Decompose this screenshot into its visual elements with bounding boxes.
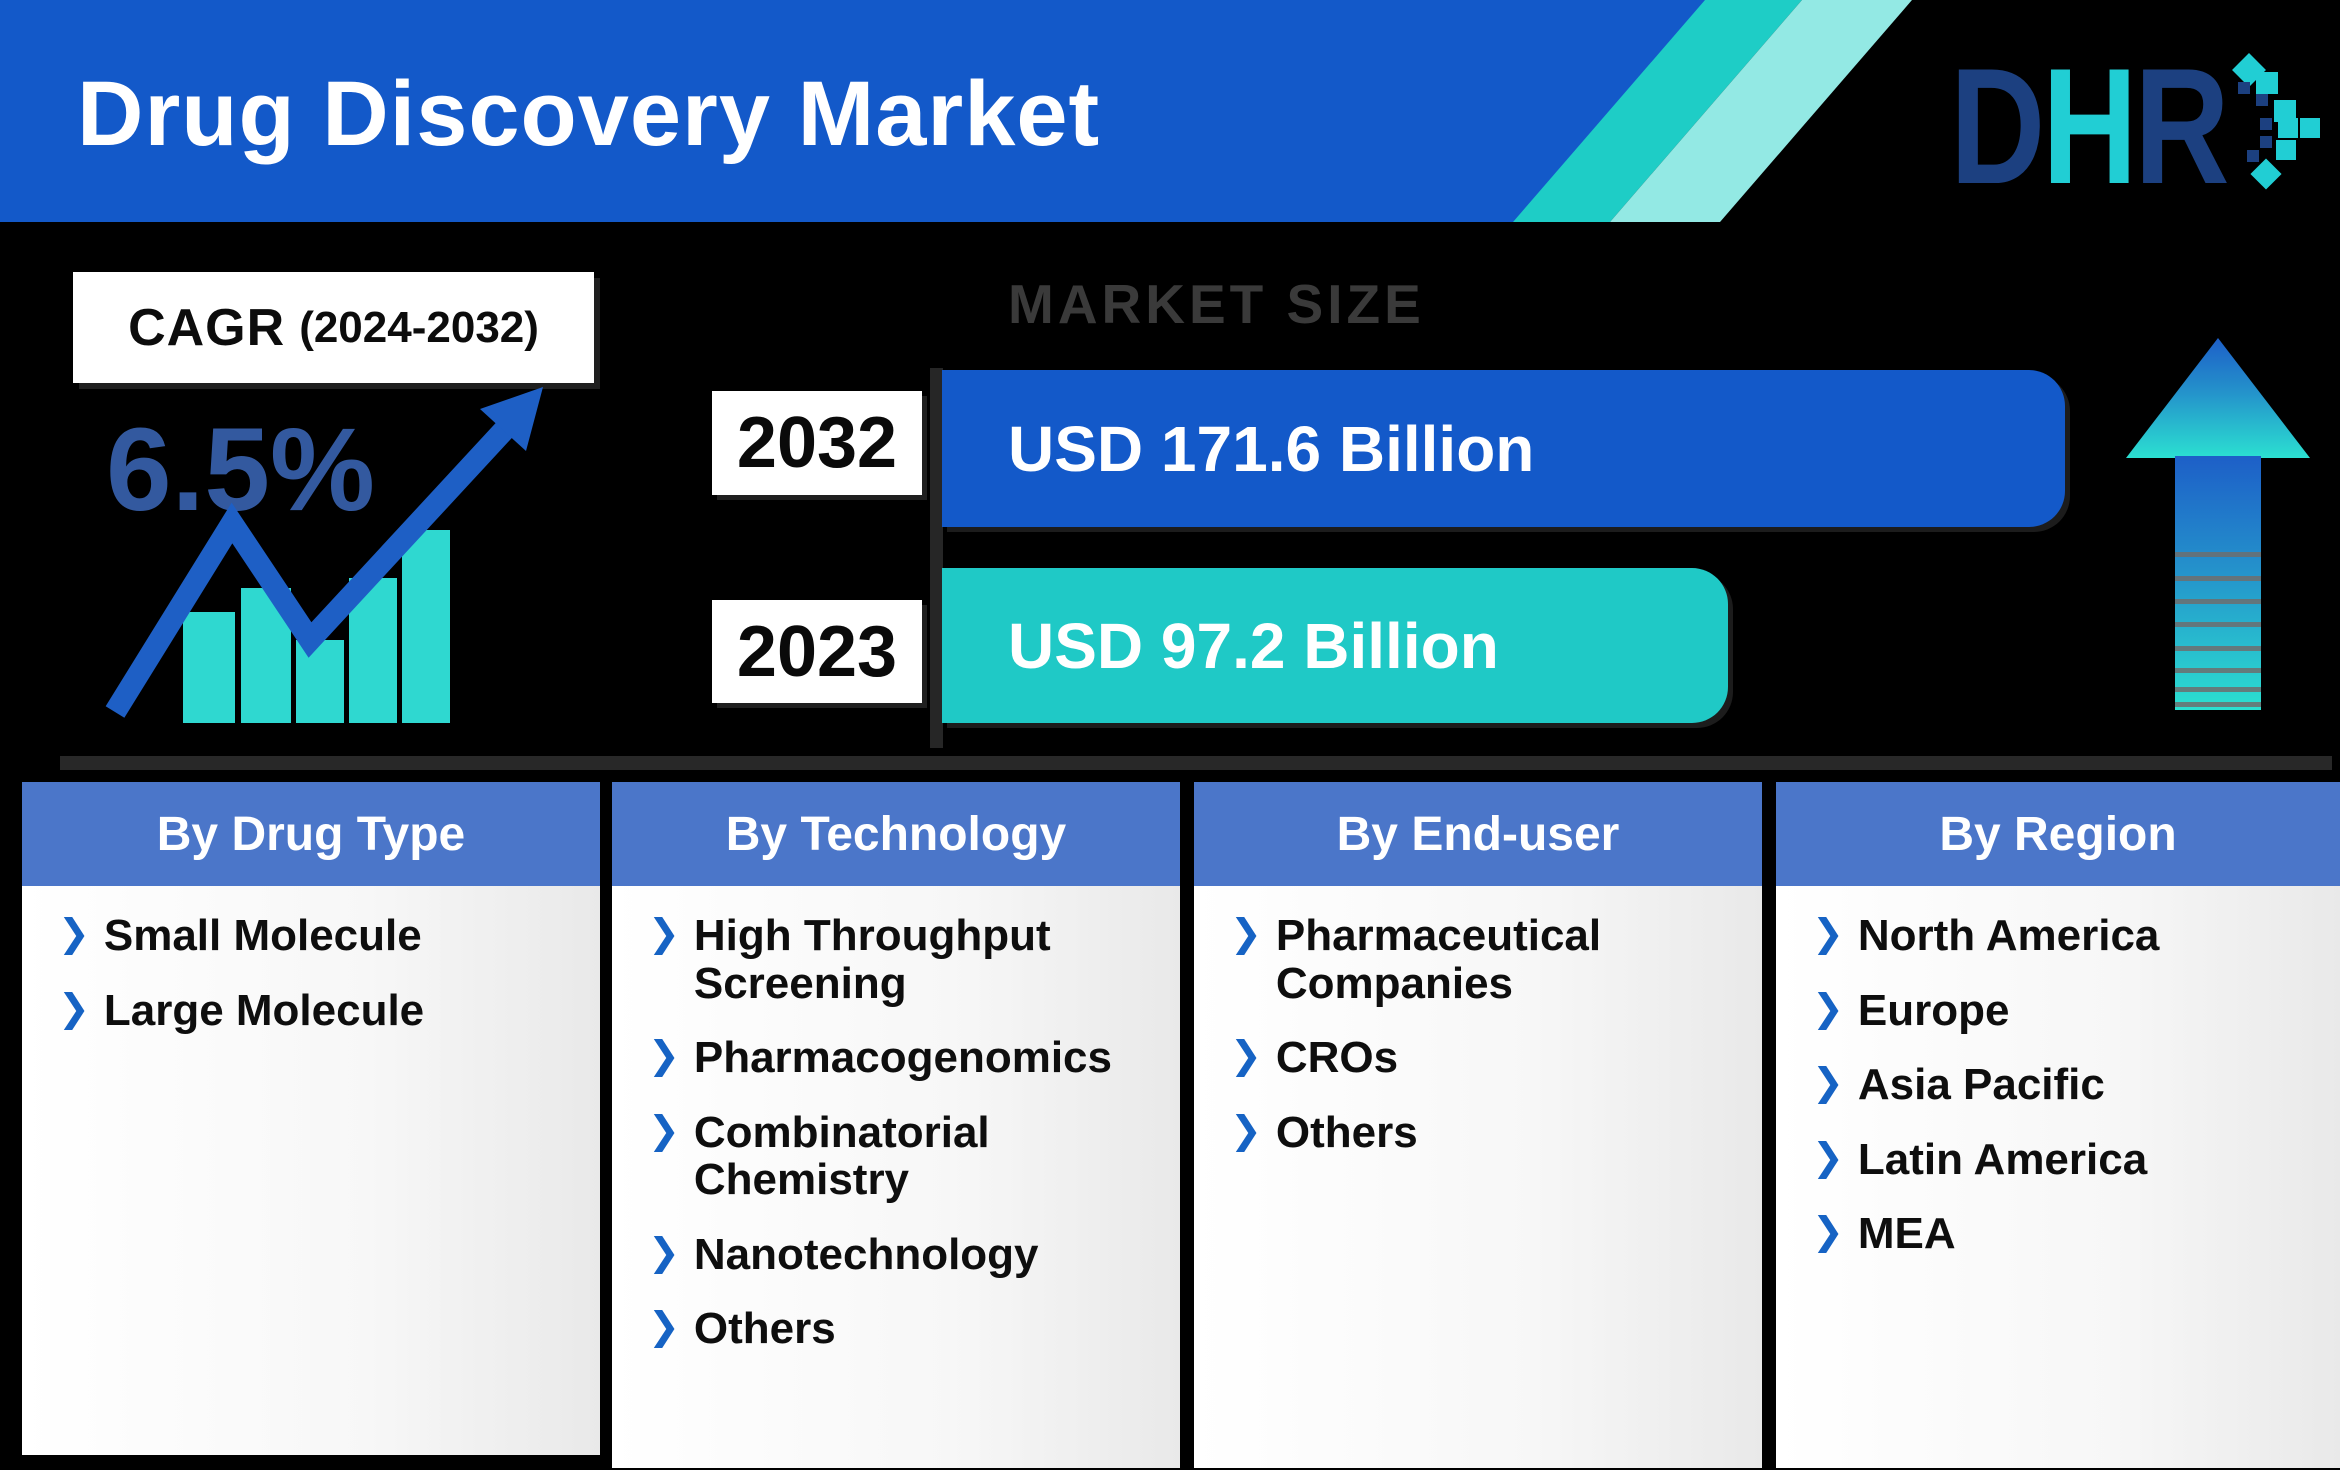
list-item-label: Europe bbox=[1857, 985, 2010, 1035]
list-item-label: Nanotechnology bbox=[693, 1229, 1039, 1279]
list-item-label: MEA bbox=[1857, 1209, 1956, 1259]
segment-panel-technology: By Technology ❯ High Throughput Screening… bbox=[612, 782, 1180, 1468]
logo-pixel-dot bbox=[2274, 100, 2296, 122]
panel-header-region: By Region bbox=[1776, 782, 2340, 886]
chevron-icon: ❯ bbox=[58, 913, 90, 955]
list-item-label: CROs bbox=[1275, 1033, 1399, 1083]
chevron-icon: ❯ bbox=[1812, 1136, 1844, 1179]
growth-chart-bar bbox=[296, 640, 344, 723]
list-item: ❯ Pharmaceutical Companies bbox=[1230, 912, 1738, 1007]
logo-pixel-dot bbox=[2278, 118, 2298, 138]
list-item-label: Pharmaceutical Companies bbox=[1275, 911, 1602, 1008]
market-bar-2023: USD 97.2 Billion bbox=[942, 568, 1728, 723]
list-item: ❯ Latin America bbox=[1812, 1136, 2316, 1184]
list-item: ❯ Asia Pacific bbox=[1812, 1061, 2316, 1109]
logo-pixel-dot bbox=[2256, 94, 2268, 106]
list-item: ❯ Nanotechnology bbox=[648, 1231, 1156, 1279]
logo-pixel-dot bbox=[2260, 136, 2272, 148]
panel-header-drug-type: By Drug Type bbox=[22, 782, 600, 886]
logo-pixel-dot bbox=[2300, 118, 2320, 138]
list-item: ❯ Europe bbox=[1812, 985, 2316, 1035]
chevron-icon: ❯ bbox=[648, 1035, 680, 1078]
chevron-icon: ❯ bbox=[648, 1306, 680, 1349]
cagr-range: (2024-2032) bbox=[299, 302, 539, 352]
section-divider bbox=[60, 756, 2332, 770]
list-item: ❯ MEA bbox=[1812, 1210, 2316, 1258]
segment-panel-region: By Region ❯ North America ❯ Europe ❯ Asia P… bbox=[1776, 782, 2340, 1468]
chart-axis-line bbox=[930, 368, 943, 748]
list-item: ❯ Combinatorial Chemistry bbox=[648, 1107, 1156, 1205]
year-label-2032: 2032 bbox=[712, 391, 922, 495]
list-item-label: North America bbox=[1857, 911, 2160, 960]
logo-letter-r: R bbox=[2134, 34, 2229, 218]
panel-items: ❯ High Throughput Screening ❯ Pharmacogeno… bbox=[612, 886, 1180, 1353]
logo-pixel-dot bbox=[2276, 140, 2296, 160]
chevron-icon: ❯ bbox=[1812, 1062, 1844, 1105]
chevron-icon: ❯ bbox=[1230, 1109, 1262, 1152]
cagr-box: CAGR (2024-2032) bbox=[73, 272, 594, 383]
market-bar-2032: USD 171.6 Billion bbox=[942, 370, 2065, 527]
list-item-label: Others bbox=[1275, 1107, 1418, 1157]
chevron-icon: ❯ bbox=[648, 913, 680, 955]
chevron-icon: ❯ bbox=[1230, 913, 1262, 955]
list-item: ❯ Pharmacogenomics bbox=[648, 1034, 1156, 1082]
logo-pixel-dot bbox=[2256, 72, 2278, 94]
chevron-icon: ❯ bbox=[1812, 987, 1844, 1030]
panel-items: ❯ Small Molecule ❯ Large Molecule bbox=[22, 886, 600, 1034]
list-item: ❯ Large Molecule bbox=[58, 985, 576, 1035]
list-item: ❯ Small Molecule bbox=[58, 912, 576, 960]
panel-header-technology: By Technology bbox=[612, 782, 1180, 886]
up-arrow-icon bbox=[2126, 338, 2310, 710]
list-item-label: High Throughput Screening bbox=[693, 911, 1051, 1008]
chevron-icon: ❯ bbox=[1812, 1211, 1844, 1254]
growth-arrow-icon bbox=[105, 387, 543, 718]
list-item: ❯ Others bbox=[648, 1305, 1156, 1353]
growth-chart-bar bbox=[402, 530, 450, 723]
panel-items: ❯ North America ❯ Europe ❯ Asia Pacific ❯ La… bbox=[1776, 886, 2340, 1258]
list-item-label: Latin America bbox=[1857, 1134, 2148, 1184]
cagr-label: CAGR bbox=[128, 298, 286, 357]
segment-panel-drug-type: By Drug Type ❯ Small Molecule ❯ Large Mole… bbox=[22, 782, 600, 1455]
page-title: Drug Discovery Market bbox=[77, 63, 1101, 165]
dhr-logo-text: DHR bbox=[1950, 44, 2230, 209]
logo-pixel-dot bbox=[2250, 158, 2282, 190]
list-item: ❯ CROs bbox=[1230, 1034, 1738, 1082]
chevron-icon: ❯ bbox=[58, 987, 90, 1030]
list-item: ❯ High Throughput Screening bbox=[648, 912, 1156, 1007]
logo-pixel-dot bbox=[2260, 118, 2272, 130]
list-item: ❯ Others bbox=[1230, 1109, 1738, 1157]
chevron-icon: ❯ bbox=[1812, 913, 1844, 955]
list-item-label: Pharmacogenomics bbox=[693, 1033, 1112, 1083]
chevron-icon: ❯ bbox=[648, 1109, 680, 1152]
logo-letter-d: D bbox=[1950, 34, 2045, 218]
list-item-label: Combinatorial Chemistry bbox=[693, 1107, 990, 1205]
list-item-label: Others bbox=[693, 1304, 836, 1354]
chevron-icon: ❯ bbox=[1230, 1035, 1262, 1078]
panel-header-end-user: By End-user bbox=[1194, 782, 1762, 886]
panel-items: ❯ Pharmaceutical Companies ❯ CROs ❯ Others bbox=[1194, 886, 1762, 1156]
year-label-2023: 2023 bbox=[712, 600, 922, 703]
list-item-label: Small Molecule bbox=[103, 911, 422, 960]
segment-panel-end-user: By End-user ❯ Pharmaceutical Companies ❯ C… bbox=[1194, 782, 1762, 1468]
list-item-label: Large Molecule bbox=[103, 985, 425, 1035]
chevron-icon: ❯ bbox=[648, 1231, 680, 1274]
cagr-value: 6.5% bbox=[106, 404, 375, 536]
header-band bbox=[0, 0, 1710, 222]
market-size-heading: MARKET SIZE bbox=[1008, 273, 1425, 335]
logo-letter-h: H bbox=[2042, 34, 2137, 218]
dhr-logo: DHR bbox=[1930, 30, 2340, 220]
logo-pixel-dot bbox=[2247, 150, 2259, 162]
logo-pixel-dot bbox=[2238, 82, 2250, 94]
list-item: ❯ North America bbox=[1812, 912, 2316, 960]
growth-chart-bar bbox=[183, 612, 235, 723]
list-item-label: Asia Pacific bbox=[1857, 1060, 2105, 1110]
